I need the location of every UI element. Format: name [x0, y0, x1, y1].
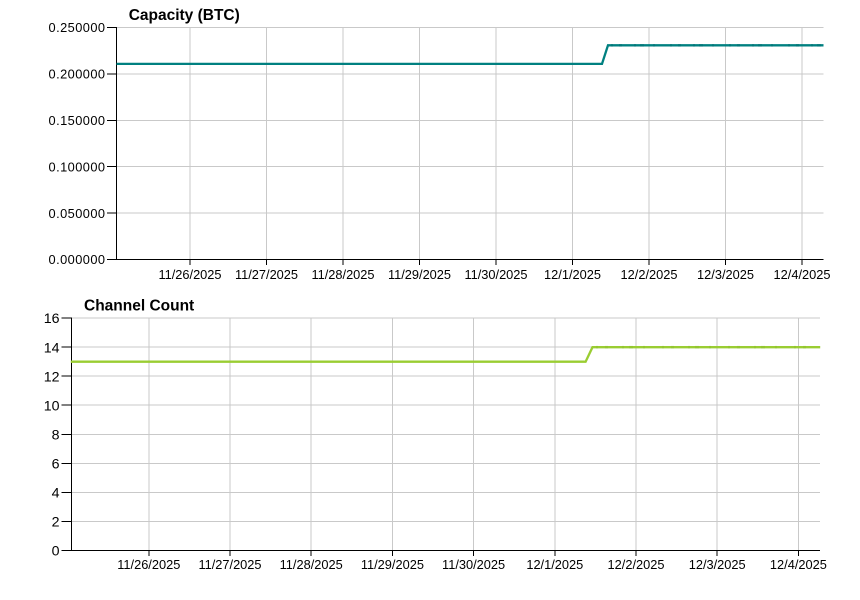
svg-text:14: 14	[44, 340, 60, 356]
svg-text:12: 12	[44, 369, 60, 385]
svg-text:11/28/2025: 11/28/2025	[311, 267, 374, 282]
svg-text:0.250000: 0.250000	[49, 20, 106, 35]
svg-text:12/2/2025: 12/2/2025	[608, 557, 665, 572]
svg-text:12/4/2025: 12/4/2025	[774, 267, 831, 282]
svg-text:11/28/2025: 11/28/2025	[280, 557, 343, 572]
svg-text:11/29/2025: 11/29/2025	[361, 557, 424, 572]
svg-text:11/29/2025: 11/29/2025	[388, 267, 451, 282]
svg-text:12/2/2025: 12/2/2025	[621, 267, 678, 282]
svg-text:12/1/2025: 12/1/2025	[526, 557, 583, 572]
svg-text:6: 6	[52, 457, 60, 473]
svg-text:0: 0	[52, 544, 60, 560]
svg-text:12/3/2025: 12/3/2025	[689, 557, 746, 572]
svg-text:11/30/2025: 11/30/2025	[464, 267, 527, 282]
svg-text:2: 2	[52, 515, 60, 531]
svg-text:11/27/2025: 11/27/2025	[235, 267, 298, 282]
svg-text:4: 4	[52, 486, 60, 502]
svg-text:0.100000: 0.100000	[49, 159, 106, 174]
svg-text:8: 8	[52, 428, 60, 444]
svg-text:10: 10	[44, 398, 60, 414]
svg-text:12/3/2025: 12/3/2025	[697, 267, 754, 282]
svg-text:12/4/2025: 12/4/2025	[770, 557, 827, 572]
svg-text:0.050000: 0.050000	[49, 206, 106, 221]
svg-text:Capacity (BTC): Capacity (BTC)	[129, 7, 240, 24]
svg-text:11/27/2025: 11/27/2025	[198, 557, 261, 572]
svg-text:0.150000: 0.150000	[49, 113, 106, 128]
svg-text:12/1/2025: 12/1/2025	[544, 267, 601, 282]
svg-text:11/26/2025: 11/26/2025	[117, 557, 180, 572]
svg-text:0.200000: 0.200000	[49, 67, 106, 82]
svg-text:Channel Count: Channel Count	[84, 298, 194, 315]
svg-text:16: 16	[44, 311, 60, 327]
svg-text:0.000000: 0.000000	[49, 252, 106, 267]
svg-text:11/30/2025: 11/30/2025	[442, 557, 505, 572]
svg-text:11/26/2025: 11/26/2025	[158, 267, 221, 282]
